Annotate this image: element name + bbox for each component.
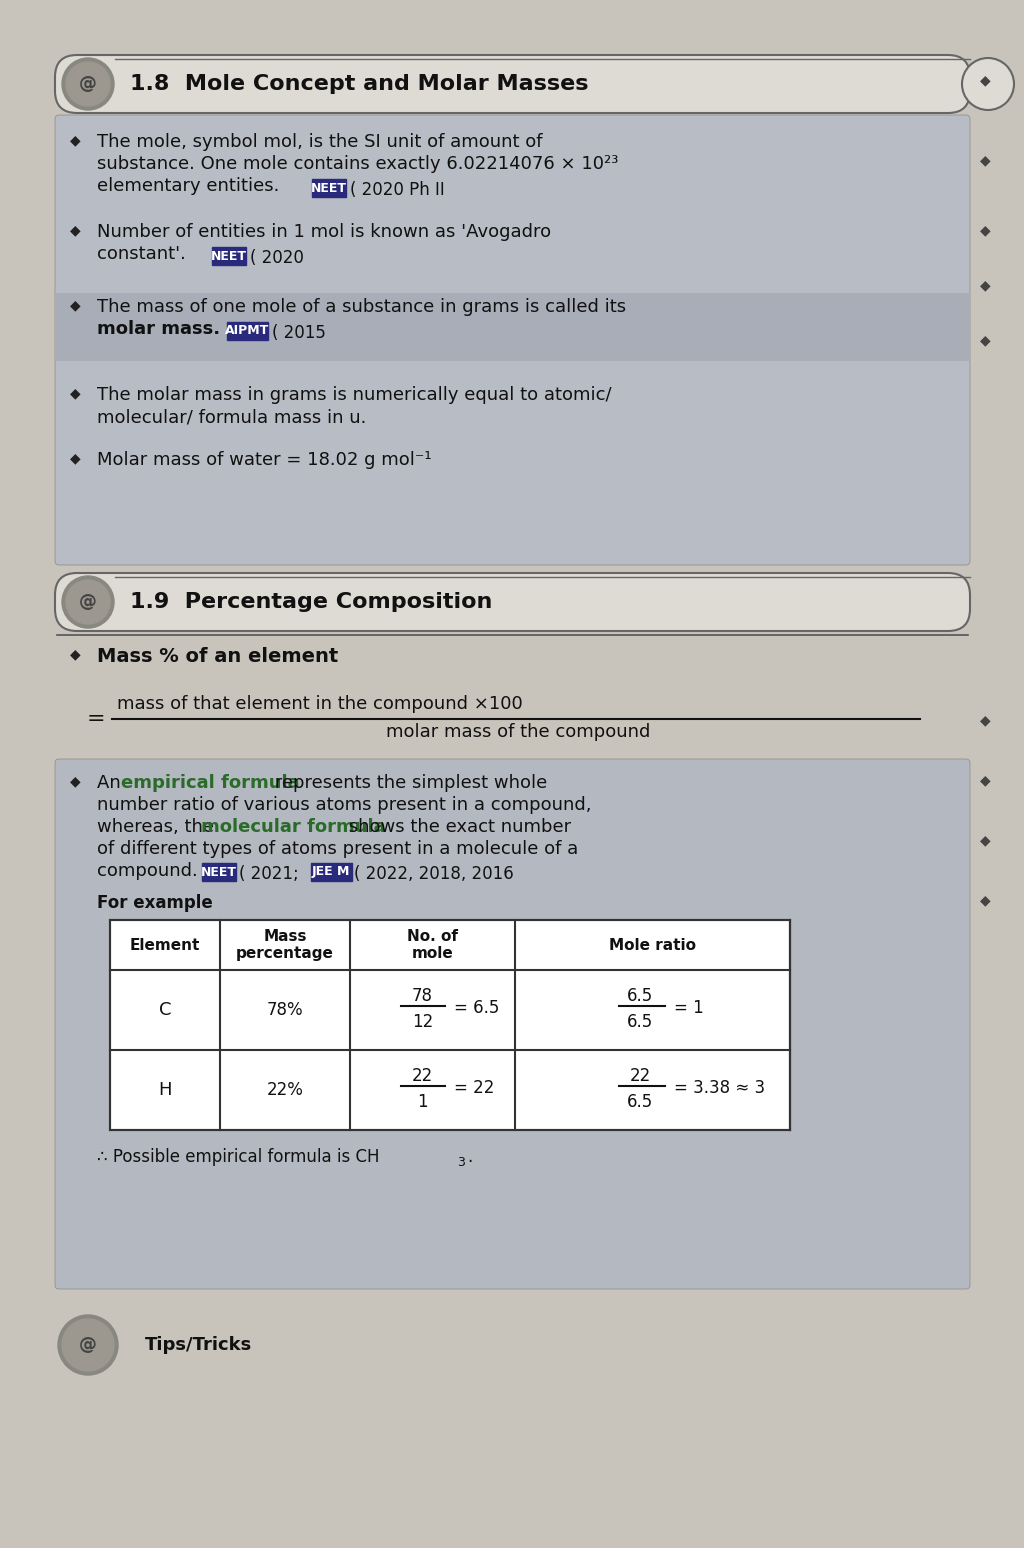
Circle shape	[62, 1319, 114, 1372]
Circle shape	[58, 1314, 118, 1375]
Text: No. of
mole: No. of mole	[407, 929, 458, 961]
Text: 6.5: 6.5	[628, 988, 653, 1005]
Text: ( 2015: ( 2015	[271, 324, 326, 342]
Text: 1.9  Percentage Composition: 1.9 Percentage Composition	[130, 591, 493, 611]
Circle shape	[962, 57, 1014, 110]
Text: =: =	[87, 709, 105, 729]
Text: = 22: = 22	[455, 1079, 495, 1098]
Text: mass of that element in the compound ×100: mass of that element in the compound ×10…	[117, 695, 522, 714]
Text: ◆: ◆	[70, 299, 80, 313]
Text: ◆: ◆	[70, 385, 80, 399]
Text: substance. One mole contains exactly 6.02214076 × 10²³: substance. One mole contains exactly 6.0…	[97, 155, 618, 173]
Text: Mole ratio: Mole ratio	[609, 938, 696, 952]
FancyBboxPatch shape	[110, 920, 790, 1130]
Text: 78: 78	[412, 988, 433, 1005]
Text: elementary entities.: elementary entities.	[97, 176, 291, 195]
FancyBboxPatch shape	[55, 759, 970, 1289]
Text: 1.8  Mole Concept and Molar Masses: 1.8 Mole Concept and Molar Masses	[130, 74, 589, 94]
Text: ◆: ◆	[980, 893, 990, 907]
Text: An: An	[97, 774, 127, 793]
FancyBboxPatch shape	[311, 862, 351, 881]
Text: molar mass of the compound: molar mass of the compound	[386, 723, 650, 741]
Text: ◆: ◆	[980, 772, 990, 786]
Text: molecular formula: molecular formula	[201, 817, 386, 836]
Text: NEET: NEET	[201, 865, 237, 879]
Text: molecular/ formula mass in u.: molecular/ formula mass in u.	[97, 409, 367, 426]
Text: constant'.: constant'.	[97, 245, 198, 263]
FancyBboxPatch shape	[312, 180, 346, 197]
Text: ◆: ◆	[980, 333, 990, 347]
Text: C: C	[159, 1002, 171, 1019]
Text: ∴ Possible empirical formula is CH: ∴ Possible empirical formula is CH	[97, 1149, 380, 1166]
Text: ( 2020 Ph II: ( 2020 Ph II	[350, 181, 444, 200]
Text: 12: 12	[412, 1012, 433, 1031]
Text: The mole, symbol mol, is the SI unit of amount of: The mole, symbol mol, is the SI unit of …	[97, 133, 543, 152]
Text: empirical formula: empirical formula	[121, 774, 300, 793]
Text: ◆: ◆	[980, 153, 990, 167]
Text: NEET: NEET	[211, 249, 247, 263]
Text: H: H	[159, 1081, 172, 1099]
Text: ◆: ◆	[70, 223, 80, 237]
Text: molar mass.: molar mass.	[97, 320, 232, 337]
Text: ◆: ◆	[980, 279, 990, 293]
Text: Mass % of an element: Mass % of an element	[97, 647, 338, 666]
Text: @: @	[79, 74, 97, 93]
Text: ◆: ◆	[980, 73, 990, 87]
FancyBboxPatch shape	[55, 293, 970, 361]
Text: Element: Element	[130, 938, 200, 952]
Circle shape	[66, 62, 110, 105]
Text: JEE M: JEE M	[312, 865, 350, 879]
Text: ( 2022, 2018, 2016: ( 2022, 2018, 2016	[354, 865, 514, 882]
Text: shows the exact number: shows the exact number	[343, 817, 571, 836]
Text: whereas, the: whereas, the	[97, 817, 220, 836]
Text: 1: 1	[417, 1093, 428, 1111]
Text: 22%: 22%	[266, 1081, 303, 1099]
Text: AIPMT: AIPMT	[225, 325, 269, 337]
Text: @: @	[79, 1336, 97, 1354]
Text: ( 2020: ( 2020	[250, 249, 304, 266]
Text: represents the simplest whole: represents the simplest whole	[269, 774, 547, 793]
FancyBboxPatch shape	[227, 322, 267, 341]
Text: = 6.5: = 6.5	[455, 998, 500, 1017]
Text: = 1: = 1	[675, 998, 705, 1017]
Text: 3: 3	[457, 1156, 465, 1169]
Text: For example: For example	[97, 895, 213, 912]
Text: ◆: ◆	[70, 133, 80, 147]
Circle shape	[62, 576, 114, 628]
Text: compound.: compound.	[97, 862, 209, 879]
Text: The molar mass in grams is numerically equal to atomic/: The molar mass in grams is numerically e…	[97, 385, 611, 404]
Text: ◆: ◆	[70, 774, 80, 788]
Text: Tips/Tricks: Tips/Tricks	[145, 1336, 252, 1354]
Text: .: .	[467, 1149, 472, 1166]
Text: 6.5: 6.5	[628, 1012, 653, 1031]
Circle shape	[62, 57, 114, 110]
Text: of different types of atoms present in a molecule of a: of different types of atoms present in a…	[97, 841, 579, 858]
FancyBboxPatch shape	[55, 56, 970, 113]
Text: ◆: ◆	[980, 223, 990, 237]
Text: 6.5: 6.5	[628, 1093, 653, 1111]
Text: The mass of one mole of a substance in grams is called its: The mass of one mole of a substance in g…	[97, 299, 626, 316]
FancyBboxPatch shape	[55, 573, 970, 632]
Text: ( 2021;: ( 2021;	[239, 865, 309, 882]
Text: ◆: ◆	[70, 647, 80, 661]
Text: Molar mass of water = 18.02 g mol⁻¹: Molar mass of water = 18.02 g mol⁻¹	[97, 450, 432, 469]
Text: 78%: 78%	[266, 1002, 303, 1019]
FancyBboxPatch shape	[55, 115, 970, 565]
Text: Mass
percentage: Mass percentage	[237, 929, 334, 961]
FancyBboxPatch shape	[202, 862, 236, 881]
FancyBboxPatch shape	[212, 248, 246, 265]
Text: ◆: ◆	[70, 450, 80, 464]
Text: @: @	[79, 593, 97, 611]
Circle shape	[66, 580, 110, 624]
Text: Number of entities in 1 mol is known as 'Avogadro: Number of entities in 1 mol is known as …	[97, 223, 551, 241]
Text: number ratio of various atoms present in a compound,: number ratio of various atoms present in…	[97, 796, 592, 814]
Text: = 3.38 ≈ 3: = 3.38 ≈ 3	[675, 1079, 766, 1098]
Text: ◆: ◆	[980, 714, 990, 728]
Text: 22: 22	[630, 1067, 651, 1085]
Text: 22: 22	[412, 1067, 433, 1085]
Text: ◆: ◆	[980, 833, 990, 847]
Text: NEET: NEET	[311, 181, 347, 195]
